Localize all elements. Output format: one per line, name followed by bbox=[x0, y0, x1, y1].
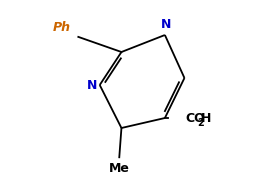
Text: H: H bbox=[201, 112, 212, 125]
Text: N: N bbox=[87, 79, 97, 92]
Text: Me: Me bbox=[109, 162, 130, 175]
Text: CO: CO bbox=[185, 112, 205, 125]
Text: Ph: Ph bbox=[53, 21, 71, 34]
Text: 2: 2 bbox=[197, 118, 204, 128]
Text: N: N bbox=[161, 18, 171, 31]
